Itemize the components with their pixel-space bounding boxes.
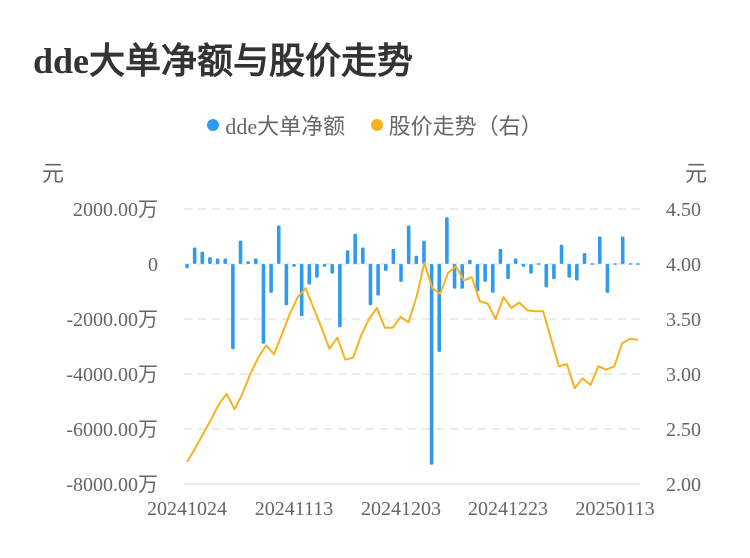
right-tick-label: 4.00 (666, 254, 701, 276)
dde-bar (338, 264, 342, 328)
dde-bar (536, 263, 541, 265)
dde-bar (299, 264, 304, 317)
legend-dot-icon (207, 119, 220, 131)
dde-bar (483, 264, 487, 282)
dde-bar (437, 264, 442, 352)
dde-bar (475, 264, 480, 292)
left-tick-label: 0 (148, 254, 158, 276)
x-tick-label: 20241024 (147, 498, 227, 520)
left-tick-label: -2000.00万 (66, 309, 158, 331)
dde-bar (628, 263, 633, 265)
dde-bar (238, 240, 243, 264)
dde-bar (330, 264, 335, 274)
chart-title: dde大单净额与股价走势 (33, 41, 414, 81)
dde-bar (200, 251, 205, 264)
dde-bar (406, 225, 411, 264)
dde-bar (414, 255, 419, 264)
dde-bar (582, 253, 587, 264)
right-axis-unit: 元 (685, 161, 708, 186)
left-tick-label: -4000.00万 (66, 364, 158, 386)
dde-bar (315, 264, 319, 278)
dde-bar (468, 259, 472, 264)
dde-bar (307, 264, 312, 285)
left-tick-label: -6000.00万 (66, 419, 158, 441)
legend-label: dde大单净额 (225, 114, 346, 139)
dde-bar (506, 264, 510, 280)
x-tick-label: 20241113 (255, 498, 334, 520)
dde-bar (345, 250, 350, 264)
dde-bar (391, 248, 396, 264)
dde-bar (605, 264, 610, 293)
dde-bar (422, 240, 426, 264)
dde-bar (208, 257, 212, 264)
dde-bar (452, 264, 457, 289)
x-tick-label: 20241203 (361, 498, 441, 520)
right-axis-ticks: 4.50 4.00 3.50 3.00 2.50 2.00 (666, 199, 701, 496)
dde-bar (529, 264, 533, 274)
dde-bar (185, 264, 189, 269)
dde-bar (429, 264, 434, 465)
legend-label: 股价走势（右） (388, 114, 543, 139)
dde-bar (620, 236, 625, 264)
dde-bar (231, 264, 235, 350)
dde-bar (383, 264, 388, 271)
legend-item-dde[interactable]: dde大单净额 (207, 109, 345, 141)
legend-item-price[interactable]: 股价走势（右） (370, 109, 543, 141)
dde-bar (292, 264, 296, 267)
legend-dot-icon (370, 119, 383, 131)
dde-bar (223, 258, 228, 264)
dde-bar (513, 258, 518, 264)
dde-bar (261, 264, 266, 344)
dde-bar (575, 264, 579, 281)
dde-bar (498, 248, 503, 264)
dde-bar (192, 247, 197, 264)
dde-bar (215, 258, 220, 264)
dde-bar (376, 264, 380, 296)
dde-bar (276, 225, 281, 264)
dde-bar (445, 217, 449, 264)
dde-bars-series (185, 217, 640, 465)
dde-bar (590, 263, 594, 265)
left-tick-label: -8000.00万 (66, 474, 158, 496)
x-axis-ticks: 20241024 20241113 20241203 20241223 20250113 (147, 498, 655, 520)
dde-bar (597, 236, 602, 264)
dde-bar (269, 264, 273, 293)
chart-legend: dde大单净额 股价走势（右） (0, 109, 750, 141)
x-tick-label: 20250113 (575, 498, 654, 520)
dde-bar (552, 264, 556, 280)
right-tick-label: 3.00 (666, 364, 701, 386)
price-line-series (186, 261, 639, 463)
dde-bar (490, 264, 495, 293)
dde-bar (521, 264, 526, 267)
dde-bar (636, 263, 640, 265)
right-tick-label: 2.50 (666, 419, 701, 441)
gridlines (184, 208, 640, 485)
dde-bar (368, 264, 373, 306)
dde-bar (246, 261, 250, 264)
left-axis-unit: 元 (42, 161, 65, 186)
dde-bar (567, 264, 572, 278)
dde-bar (284, 264, 289, 306)
x-tick-label: 20241223 (468, 498, 548, 520)
dde-bar (253, 258, 258, 264)
dde-bar (322, 264, 327, 267)
dde-bar (353, 233, 357, 264)
dde-bar (559, 244, 564, 264)
dde-bar (399, 264, 403, 282)
dde-bar (361, 247, 365, 264)
left-tick-label: 2000.00万 (73, 199, 158, 221)
left-axis-ticks: 2000.00万 0 -2000.00万 -4000.00万 -6000.00万 -800… (66, 199, 158, 496)
right-tick-label: 4.50 (666, 199, 701, 221)
right-tick-label: 3.50 (666, 309, 701, 331)
dde-bar (613, 263, 617, 265)
dde-bar (544, 264, 549, 288)
right-tick-label: 2.00 (666, 474, 701, 496)
